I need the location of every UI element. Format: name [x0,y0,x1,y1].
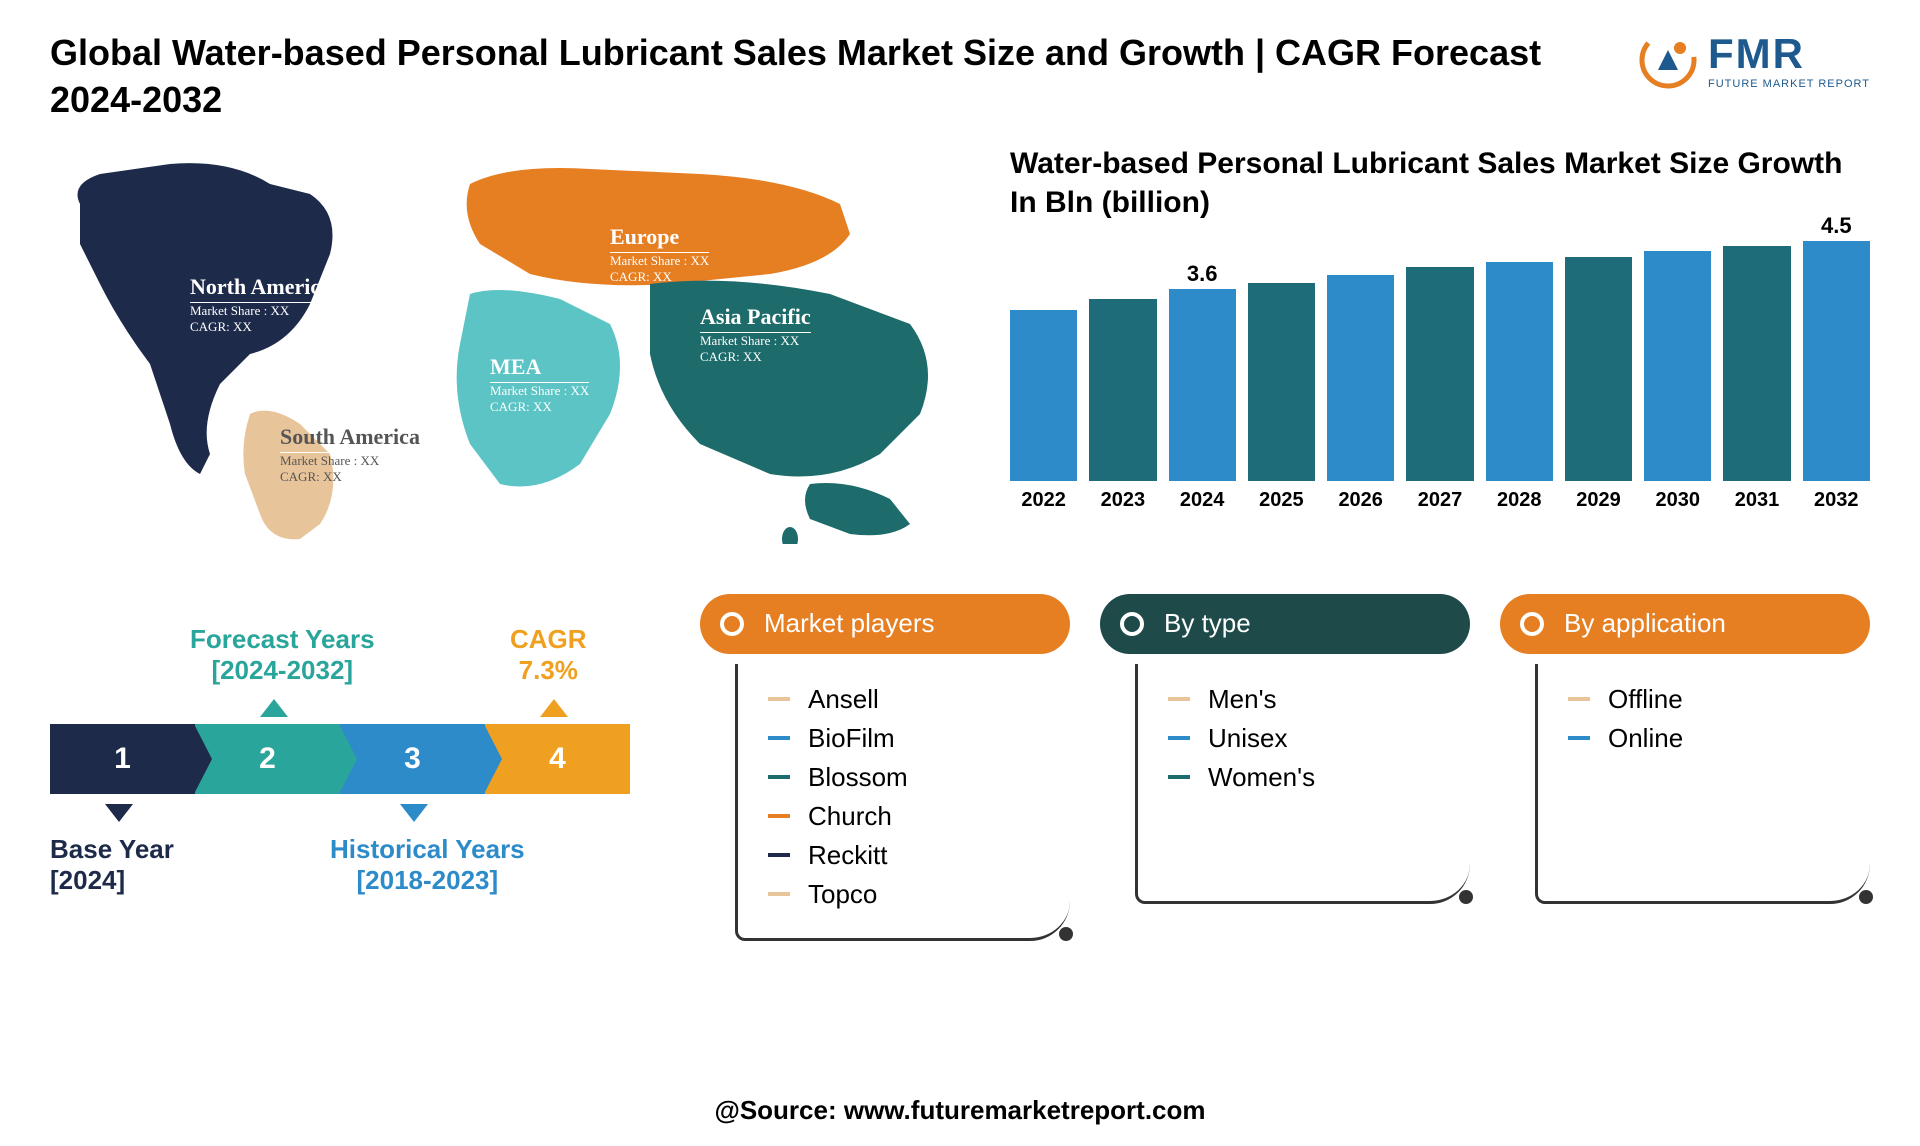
category-box: Market players Ansell BioFilm Blossom Church… [700,594,1070,941]
bar [1327,275,1394,480]
category-header: By type [1100,594,1470,654]
category-item: Men's [1168,684,1450,715]
historical-sub: [2018-2023] [330,865,525,896]
map-region-label: EuropeMarket Share : XXCAGR: XX [610,224,709,285]
bar-wrap: 2028 [1486,232,1553,512]
bar-year: 2027 [1418,489,1463,512]
triangle-up-icon [540,699,568,717]
triangle-up-icon [260,699,288,717]
timeline-segment: 1 [50,724,195,794]
triangle-down-icon [105,804,133,822]
category-item: Online [1568,723,1850,754]
category-item: Reckitt [768,840,1050,871]
category-item: Blossom [768,762,1050,793]
bar-year: 2023 [1101,489,1146,512]
map-region-label: North AmericaMarket Share : XXCAGR: XX [190,274,331,335]
logo-icon [1638,30,1698,90]
historical-title: Historical Years [330,834,525,865]
bar [1644,251,1711,480]
bar-year: 2025 [1259,489,1304,512]
base-title: Base Year [50,834,174,865]
bar [1010,310,1077,481]
category-item: BioFilm [768,723,1050,754]
bar-year: 2031 [1735,489,1780,512]
base-sub: [2024] [50,865,174,896]
category-item: Offline [1568,684,1850,715]
category-item: Unisex [1168,723,1450,754]
bar-wrap: 2025 [1248,232,1315,512]
bar [1565,257,1632,481]
bar: 4.5 [1803,241,1870,481]
triangle-down-icon [400,804,428,822]
bar-wrap: 2027 [1406,232,1473,512]
source-text: @Source: www.futuremarketreport.com [714,1095,1205,1126]
cagr-sub: 7.3% [510,655,587,686]
bar [1723,246,1790,481]
chart-title: Water-based Personal Lubricant Sales Mar… [1010,144,1870,222]
timeline-segment: 3 [340,724,485,794]
bar [1089,299,1156,480]
bar [1486,262,1553,481]
category-item: Women's [1168,762,1450,793]
bar-wrap: 2022 [1010,232,1077,512]
world-map: North AmericaMarket Share : XXCAGR: XX So… [50,144,970,544]
map-region-label: MEAMarket Share : XXCAGR: XX [490,354,589,415]
logo-text: FMR [1708,30,1870,78]
bar-wrap: 2029 [1565,232,1632,512]
bar-wrap: 2031 [1723,232,1790,512]
category-box: By application Offline Online [1500,594,1870,941]
bar-year: 2024 [1180,489,1225,512]
bar-year: 2022 [1021,489,1066,512]
bar-year: 2026 [1338,489,1383,512]
bar-chart: 2022 2023 3.6 2024 2025 2026 2027 2028 2029 2030 2… [1010,232,1870,512]
bar-wrap: 4.5 2032 [1803,232,1870,512]
category-header: Market players [700,594,1070,654]
timeline-segment: 4 [485,724,630,794]
map-region-label: South AmericaMarket Share : XXCAGR: XX [280,424,420,485]
bar-year: 2029 [1576,489,1621,512]
logo-subtitle: FUTURE MARKET REPORT [1708,78,1870,90]
category-box: By type Men's Unisex Women's [1100,594,1470,941]
category-item: Topco [768,879,1050,910]
bar-chart-section: Water-based Personal Lubricant Sales Mar… [1010,144,1870,544]
bar [1248,283,1315,480]
page-title: Global Water-based Personal Lubricant Sa… [50,30,1550,124]
map-region-label: Asia PacificMarket Share : XXCAGR: XX [700,304,811,365]
bar [1406,267,1473,480]
forecast-sub: [2024-2032] [190,655,375,686]
logo: FMR FUTURE MARKET REPORT [1638,30,1870,90]
forecast-title: Forecast Years [190,624,375,655]
bar-year: 2030 [1656,489,1701,512]
bar-year: 2028 [1497,489,1542,512]
category-header: By application [1500,594,1870,654]
cagr-title: CAGR [510,624,587,655]
bar-wrap: 2030 [1644,232,1711,512]
bar-year: 2032 [1814,489,1859,512]
bar-wrap: 2023 [1089,232,1156,512]
bar-wrap: 2026 [1327,232,1394,512]
bar-wrap: 3.6 2024 [1169,232,1236,512]
category-item: Church [768,801,1050,832]
bar: 3.6 [1169,289,1236,481]
timeline: Forecast Years [2024-2032] CAGR 7.3% 123… [50,594,670,914]
timeline-segment: 2 [195,724,340,794]
category-item: Ansell [768,684,1050,715]
